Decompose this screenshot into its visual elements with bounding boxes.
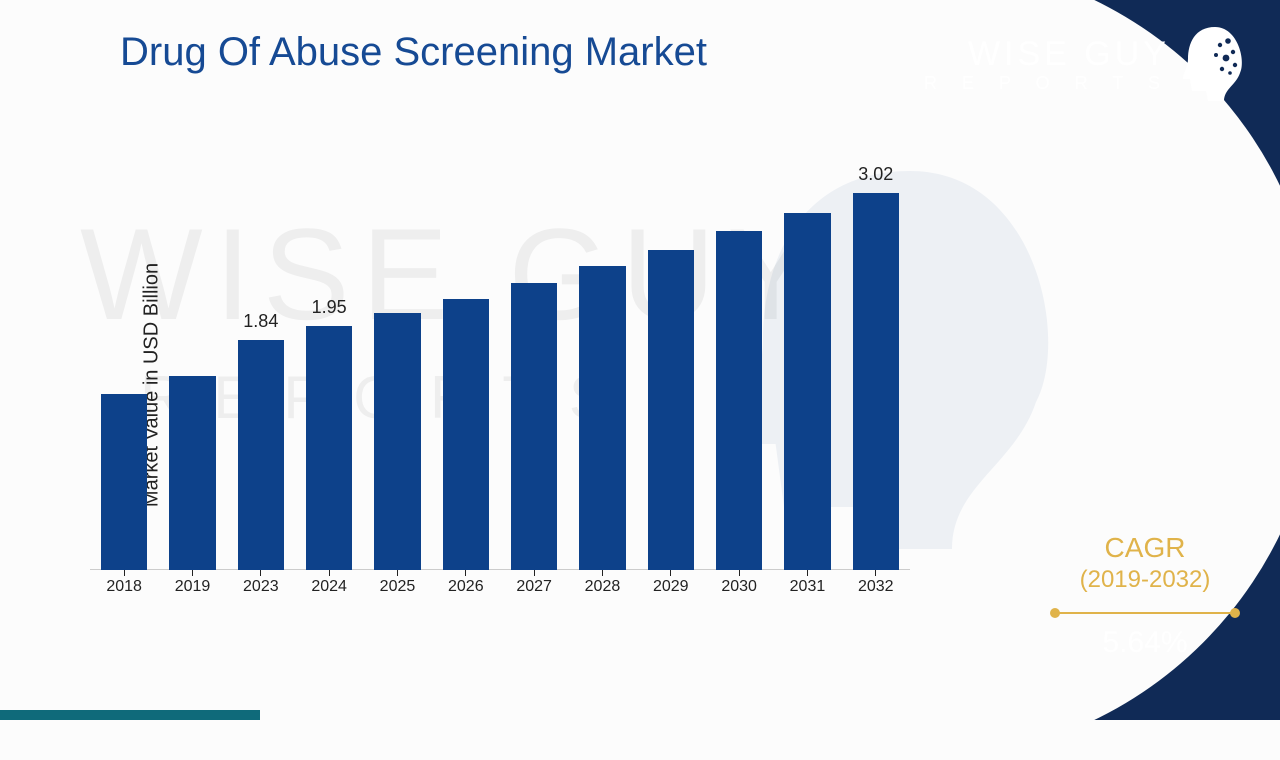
x-tick [465, 570, 466, 576]
bar [443, 299, 489, 570]
bar [374, 313, 420, 571]
bar-slot: 2030 [705, 170, 773, 570]
x-tick-label: 2031 [790, 578, 826, 596]
bar [784, 213, 830, 571]
x-tick [124, 570, 125, 576]
logo: WISE GUY R E P O R T S [924, 25, 1250, 105]
logo-sub: R E P O R T S [924, 73, 1170, 94]
x-tick [807, 570, 808, 576]
bar-slot: 2019 [158, 170, 226, 570]
bar-slot: 3.022032 [842, 170, 910, 570]
bar [853, 193, 899, 571]
bar-slot: 2026 [432, 170, 500, 570]
x-tick [739, 570, 740, 576]
x-tick [192, 570, 193, 576]
x-tick [602, 570, 603, 576]
x-tick-label: 2032 [858, 578, 894, 596]
bar-slot: 2025 [363, 170, 431, 570]
bar [101, 394, 147, 570]
x-tick-label: 2019 [175, 578, 211, 596]
bar-slot: 2029 [637, 170, 705, 570]
page-title: Drug Of Abuse Screening Market [120, 30, 707, 75]
bar-slot: 1.952024 [295, 170, 363, 570]
bar-slot: 2028 [568, 170, 636, 570]
bar-value-label: 1.95 [295, 297, 363, 318]
logo-head-icon [1180, 25, 1250, 105]
x-tick [534, 570, 535, 576]
cagr-period: (2019-2032) [1010, 566, 1280, 594]
bar [511, 283, 557, 571]
x-tick-label: 2024 [311, 578, 347, 596]
x-tick-label: 2029 [653, 578, 689, 596]
cagr-value: 5.64% [1010, 626, 1280, 660]
bar-slot: 2027 [500, 170, 568, 570]
cagr-label: CAGR [1010, 532, 1280, 564]
x-tick-label: 2018 [106, 578, 142, 596]
x-tick [260, 570, 261, 576]
x-tick-label: 2030 [721, 578, 757, 596]
x-tick [397, 570, 398, 576]
x-tick-label: 2026 [448, 578, 484, 596]
bar-value-label: 1.84 [227, 311, 295, 332]
x-tick-label: 2027 [516, 578, 552, 596]
logo-main: WISE GUY [924, 37, 1170, 71]
x-tick-label: 2023 [243, 578, 279, 596]
x-tick [670, 570, 671, 576]
cagr-block: CAGR (2019-2032) 5.64% [1010, 532, 1280, 660]
bar-chart: Market Value in USD Billion 201820191.84… [60, 170, 910, 600]
bar [579, 266, 625, 570]
bar-slot: 2031 [773, 170, 841, 570]
bar [169, 376, 215, 570]
bar-value-label: 3.02 [842, 164, 910, 185]
x-tick-label: 2028 [585, 578, 621, 596]
x-tick-label: 2025 [380, 578, 416, 596]
bars-container: 201820191.8420231.9520242025202620272028… [90, 170, 910, 570]
x-tick [329, 570, 330, 576]
bar [306, 326, 352, 570]
cagr-divider [1055, 612, 1235, 614]
bar [648, 250, 694, 570]
bottom-accent-strip [0, 710, 260, 720]
bar-slot: 1.842023 [227, 170, 295, 570]
bar [238, 340, 284, 570]
bar-slot: 2018 [90, 170, 158, 570]
x-tick [875, 570, 876, 576]
bar [716, 231, 762, 570]
